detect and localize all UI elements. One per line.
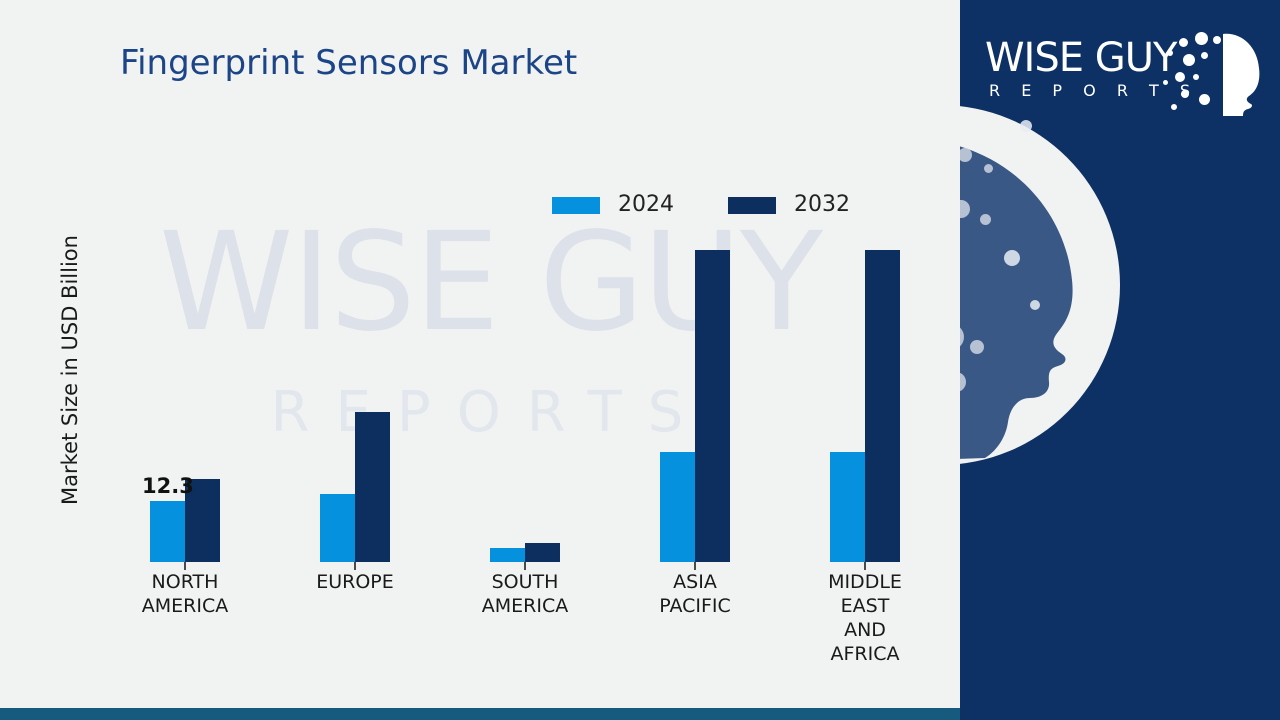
axis-tick	[184, 562, 186, 570]
logo[interactable]: WISE GUY R E P O R T S	[985, 32, 1265, 122]
legend-label-2024: 2024	[618, 192, 674, 217]
cat-line: ASIA	[673, 571, 717, 593]
x-axis-label-middle-east-and-africa: MIDDLE EAST AND AFRICA	[775, 570, 955, 666]
bottom-accent-strip	[0, 708, 960, 720]
bar-2024[interactable]	[490, 548, 525, 562]
chart-panel: WISE GUY REPORTS Fingerprint Sensors Mar…	[0, 43, 960, 720]
bar-group-europe	[320, 230, 390, 570]
legend-item-2032[interactable]: 2032	[728, 194, 850, 216]
legend-label-2032: 2032	[794, 192, 850, 217]
x-axis-label-asia-pacific: ASIA PACIFIC	[605, 570, 785, 618]
bar-data-label: 12.3	[142, 474, 194, 498]
page-title: Fingerprint Sensors Market	[120, 43, 578, 83]
bar-2024[interactable]	[150, 501, 185, 562]
axis-tick	[694, 562, 696, 570]
cat-line: SOUTH	[491, 571, 559, 593]
x-axis-label-south-america: SOUTH AMERICA	[435, 570, 615, 618]
bar-group-asia-pacific	[660, 230, 730, 570]
logo-head-icon	[1163, 32, 1265, 118]
cat-line: PACIFIC	[659, 595, 731, 617]
bar-2024[interactable]	[660, 452, 695, 562]
bar-group-north-america	[150, 230, 220, 570]
bar-2024[interactable]	[320, 494, 355, 562]
x-axis-label-europe: EUROPE	[265, 570, 445, 594]
logo-tagline: R E P O R T S	[989, 81, 1199, 100]
cat-line: EUROPE	[316, 571, 394, 593]
bar-2032[interactable]	[695, 250, 730, 562]
plot-area: 12.3	[100, 230, 930, 570]
cat-line: EAST	[840, 595, 890, 617]
head-profile-icon	[960, 146, 1073, 459]
cat-line: NORTH	[151, 571, 219, 593]
bar-2032[interactable]	[525, 543, 560, 562]
axis-tick	[864, 562, 866, 570]
chart-legend: 2024 2032	[552, 194, 850, 216]
legend-swatch-2032	[728, 196, 776, 214]
cat-line: AFRICA	[830, 643, 900, 665]
y-axis-label-wrap: Market Size in USD Billion	[52, 180, 88, 560]
bar-2032[interactable]	[865, 250, 900, 562]
legend-swatch-2024	[552, 196, 600, 214]
bar-2024[interactable]	[830, 452, 865, 562]
axis-tick	[354, 562, 356, 570]
brand-panel	[960, 0, 1280, 720]
cat-line: AND	[844, 619, 886, 641]
logo-wordmark: WISE GUY	[985, 35, 1177, 81]
axis-tick	[524, 562, 526, 570]
bar-2032[interactable]	[185, 479, 220, 562]
bar-group-south-america	[490, 230, 560, 570]
cat-line: AMERICA	[481, 595, 569, 617]
bar-group-middle-east-and-africa	[830, 230, 900, 570]
cat-line: MIDDLE	[828, 571, 902, 593]
bar-2032[interactable]	[355, 412, 390, 562]
x-axis-label-north-america: NORTH AMERICA	[95, 570, 275, 618]
legend-item-2024[interactable]: 2024	[552, 194, 674, 216]
y-axis-label: Market Size in USD Billion	[58, 235, 82, 505]
cat-line: AMERICA	[141, 595, 229, 617]
